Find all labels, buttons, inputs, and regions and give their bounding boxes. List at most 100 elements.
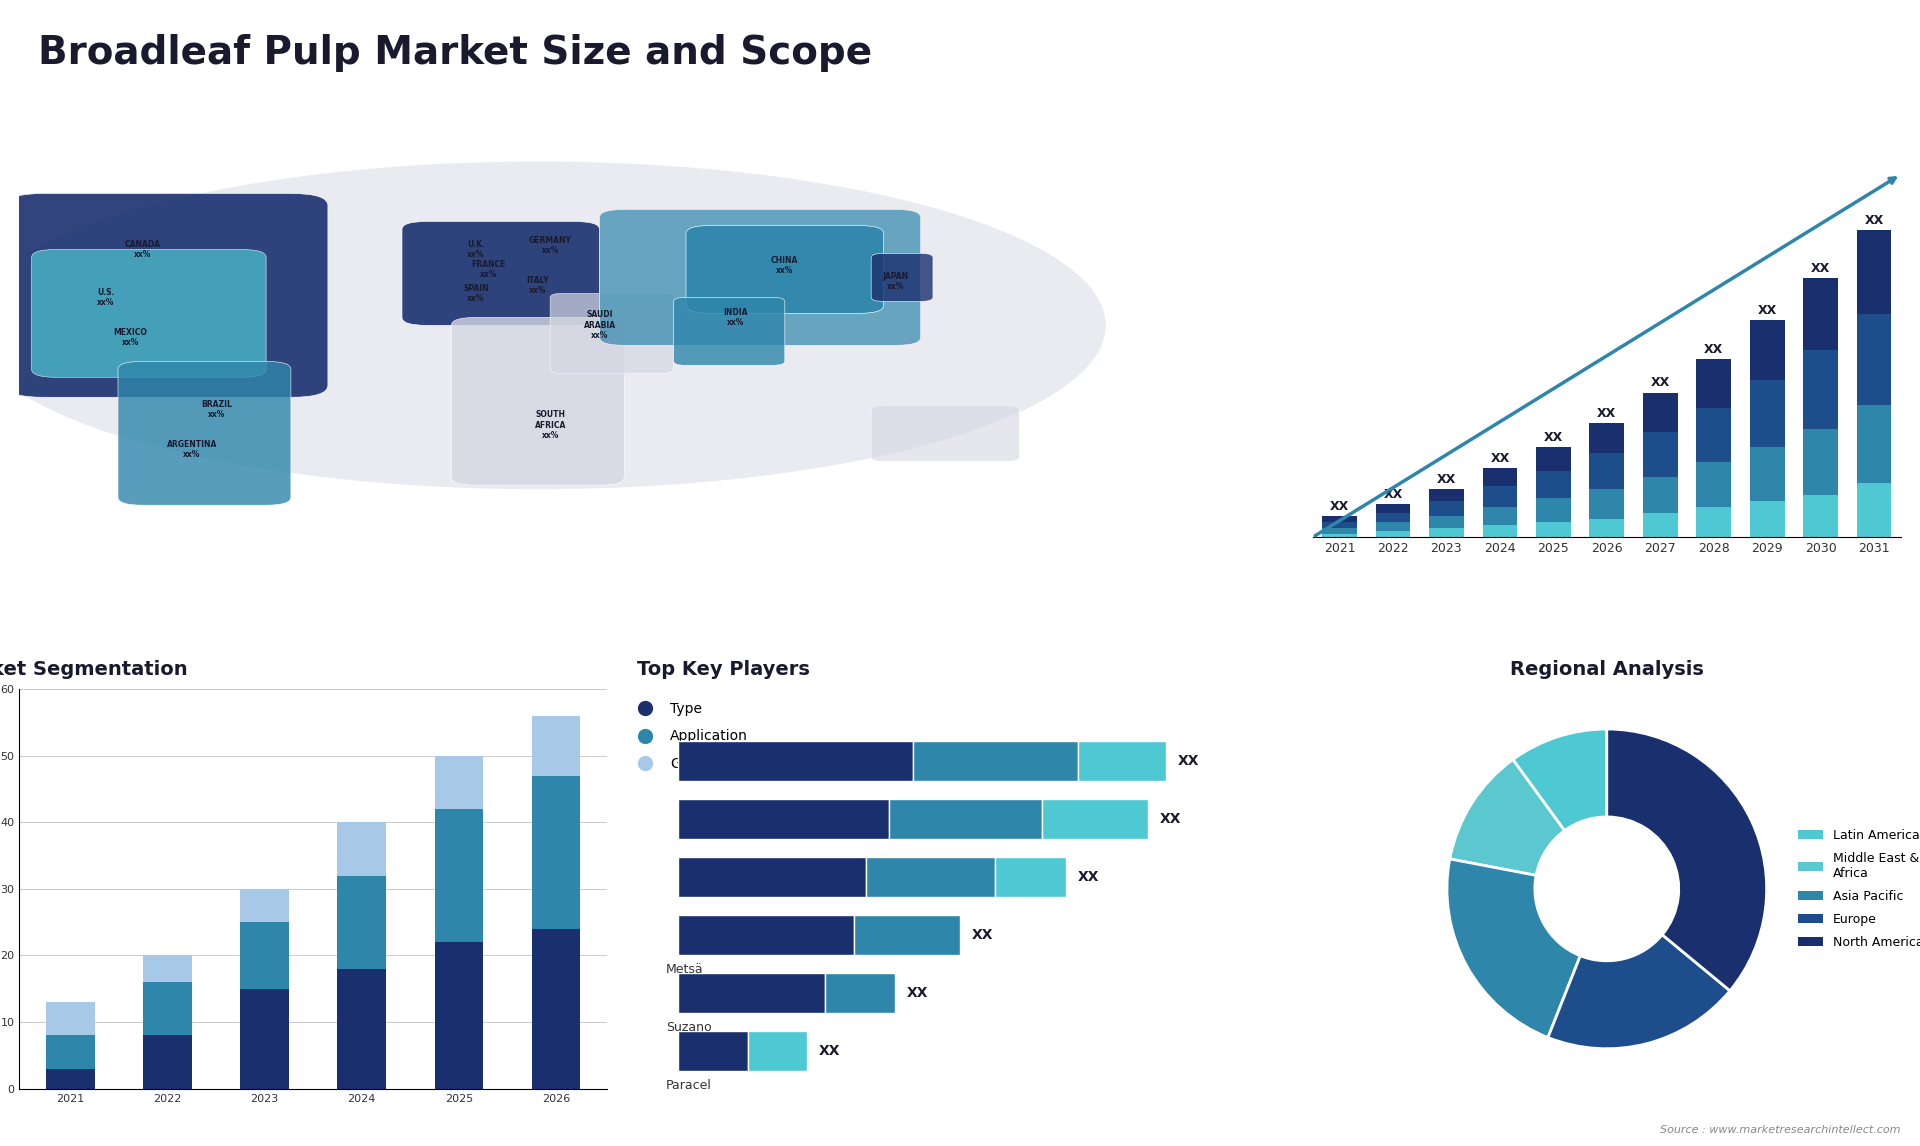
Bar xyxy=(144,982,192,1036)
FancyBboxPatch shape xyxy=(749,1030,806,1070)
FancyBboxPatch shape xyxy=(401,221,599,325)
FancyBboxPatch shape xyxy=(451,317,624,485)
Bar xyxy=(1482,468,1517,486)
Text: Broadleaf Pulp Market Size and Scope: Broadleaf Pulp Market Size and Scope xyxy=(38,34,872,72)
Bar xyxy=(1428,489,1463,501)
FancyBboxPatch shape xyxy=(678,1030,749,1070)
Bar xyxy=(1536,447,1571,471)
Wedge shape xyxy=(1513,729,1607,831)
Bar xyxy=(1749,380,1784,447)
Bar xyxy=(144,1036,192,1089)
Bar xyxy=(46,1069,94,1089)
Bar xyxy=(1697,408,1732,462)
Bar xyxy=(1323,528,1357,534)
FancyBboxPatch shape xyxy=(826,973,895,1013)
Bar xyxy=(144,956,192,982)
FancyBboxPatch shape xyxy=(914,741,1077,780)
FancyBboxPatch shape xyxy=(551,293,674,374)
Bar xyxy=(1375,513,1411,523)
Bar xyxy=(1749,320,1784,380)
Text: Source : www.marketresearchintellect.com: Source : www.marketresearchintellect.com xyxy=(1661,1124,1901,1135)
Text: Top Key Players: Top Key Players xyxy=(637,660,810,680)
Bar xyxy=(46,1002,94,1036)
Bar xyxy=(1323,516,1357,523)
Bar xyxy=(1536,499,1571,523)
Text: U.K.
xx%: U.K. xx% xyxy=(467,240,486,259)
Bar xyxy=(1323,523,1357,528)
Text: XX: XX xyxy=(1436,473,1455,486)
Text: XX: XX xyxy=(1382,488,1404,501)
Bar xyxy=(1428,516,1463,528)
Bar xyxy=(1803,495,1837,537)
Wedge shape xyxy=(1450,760,1565,876)
Bar xyxy=(1857,314,1891,405)
Text: XX: XX xyxy=(1651,377,1670,390)
Bar xyxy=(1536,471,1571,499)
Bar xyxy=(1749,501,1784,537)
FancyBboxPatch shape xyxy=(866,857,995,897)
Text: BRAZIL
xx%: BRAZIL xx% xyxy=(202,400,232,419)
Text: Metsä: Metsä xyxy=(666,963,703,975)
Bar xyxy=(434,942,484,1089)
Text: XX: XX xyxy=(818,1044,841,1058)
FancyBboxPatch shape xyxy=(678,799,889,839)
Bar xyxy=(1590,519,1624,537)
Bar xyxy=(1644,513,1678,537)
FancyBboxPatch shape xyxy=(872,406,1020,461)
FancyBboxPatch shape xyxy=(995,857,1066,897)
Text: INDIA
xx%: INDIA xx% xyxy=(724,307,747,327)
Bar xyxy=(1482,507,1517,525)
Bar xyxy=(1857,229,1891,314)
FancyBboxPatch shape xyxy=(674,297,785,366)
Bar xyxy=(1375,531,1411,537)
Bar xyxy=(1803,429,1837,495)
Bar xyxy=(338,876,386,968)
FancyBboxPatch shape xyxy=(117,361,290,505)
FancyBboxPatch shape xyxy=(854,915,960,955)
Text: U.S.
xx%: U.S. xx% xyxy=(96,288,115,307)
Text: FRANCE
xx%: FRANCE xx% xyxy=(470,260,505,280)
Text: Market Segmentation: Market Segmentation xyxy=(0,660,188,680)
Bar xyxy=(1749,447,1784,501)
Bar xyxy=(532,716,580,776)
Text: CANADA
xx%: CANADA xx% xyxy=(125,240,161,259)
Text: ARGENTINA
xx%: ARGENTINA xx% xyxy=(167,440,217,458)
FancyBboxPatch shape xyxy=(1043,799,1148,839)
Text: Suzano: Suzano xyxy=(666,1021,712,1034)
Bar xyxy=(1857,482,1891,537)
Bar xyxy=(338,823,386,876)
FancyBboxPatch shape xyxy=(889,799,1043,839)
Bar xyxy=(1428,528,1463,537)
Text: XX: XX xyxy=(1160,811,1181,826)
Bar xyxy=(240,923,288,989)
Bar xyxy=(1375,523,1411,531)
Text: XX: XX xyxy=(1077,870,1098,884)
Legend: Type, Application, Geography: Type, Application, Geography xyxy=(626,696,755,777)
Bar xyxy=(1482,486,1517,507)
Text: XX: XX xyxy=(1757,304,1776,317)
Bar xyxy=(532,929,580,1089)
Bar xyxy=(1644,432,1678,477)
Text: Paracel: Paracel xyxy=(666,1078,712,1092)
Bar xyxy=(46,1036,94,1069)
Bar xyxy=(1803,278,1837,351)
Bar xyxy=(1644,477,1678,513)
Bar xyxy=(1590,423,1624,453)
Text: XX: XX xyxy=(1544,431,1563,444)
Bar xyxy=(1428,501,1463,516)
Bar xyxy=(434,809,484,942)
Text: SPAIN
xx%: SPAIN xx% xyxy=(463,284,490,303)
Text: XX: XX xyxy=(1864,214,1884,227)
Bar xyxy=(240,989,288,1089)
Text: XX: XX xyxy=(1705,344,1724,356)
Text: SOUTH
AFRICA
xx%: SOUTH AFRICA xx% xyxy=(534,410,566,440)
Bar xyxy=(1482,525,1517,537)
Text: XX: XX xyxy=(1597,407,1617,419)
Text: XX: XX xyxy=(1331,500,1350,513)
Text: ITALY
xx%: ITALY xx% xyxy=(526,276,549,295)
FancyBboxPatch shape xyxy=(678,857,866,897)
Ellipse shape xyxy=(0,162,1106,489)
Text: GERMANY
xx%: GERMANY xx% xyxy=(528,236,572,256)
Bar xyxy=(532,776,580,929)
FancyBboxPatch shape xyxy=(678,741,914,780)
